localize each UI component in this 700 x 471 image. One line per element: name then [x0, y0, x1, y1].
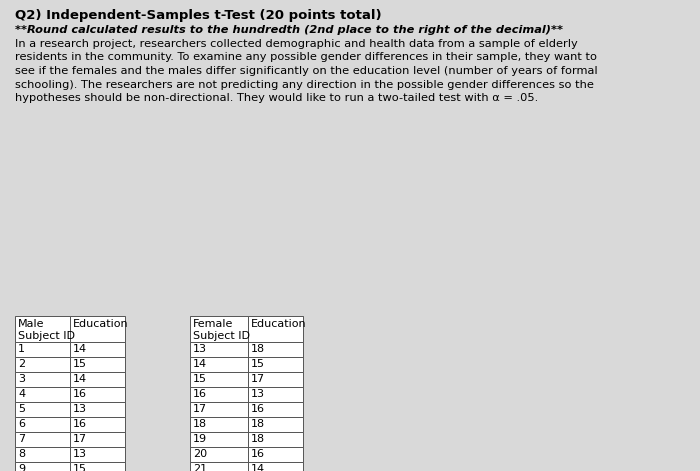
Text: 14: 14	[251, 464, 265, 471]
Bar	[70, 316, 125, 342]
Bar	[15, 316, 70, 342]
Text: 14: 14	[73, 374, 87, 384]
Text: 6: 6	[18, 419, 25, 429]
Bar	[15, 342, 70, 357]
Text: Education: Education	[251, 319, 307, 329]
Bar	[15, 432, 70, 447]
Bar	[70, 387, 125, 402]
Bar	[190, 316, 248, 342]
Text: 14: 14	[193, 359, 207, 369]
Bar	[190, 462, 248, 471]
Bar	[70, 462, 125, 471]
Text: 18: 18	[251, 344, 265, 354]
Text: 18: 18	[193, 419, 207, 429]
Text: see if the females and the males differ significantly on the education level (nu: see if the females and the males differ …	[15, 66, 598, 76]
Bar	[190, 402, 248, 417]
Bar	[248, 342, 303, 357]
Bar	[248, 402, 303, 417]
Text: 4: 4	[18, 389, 25, 399]
Text: 21: 21	[193, 464, 207, 471]
Bar	[15, 387, 70, 402]
Bar	[15, 357, 70, 372]
Text: 15: 15	[193, 374, 207, 384]
Bar	[70, 342, 125, 357]
Bar	[248, 387, 303, 402]
Text: Female
Subject ID: Female Subject ID	[193, 319, 250, 341]
Text: 13: 13	[251, 389, 265, 399]
Text: 13: 13	[73, 449, 87, 459]
Text: 16: 16	[193, 389, 207, 399]
Text: 17: 17	[73, 434, 87, 444]
Text: Q2) Independent-Samples t-Test (20 points total): Q2) Independent-Samples t-Test (20 point…	[15, 9, 382, 22]
Bar	[190, 372, 248, 387]
Bar	[70, 372, 125, 387]
Bar	[248, 447, 303, 462]
Bar	[190, 447, 248, 462]
Text: 16: 16	[73, 419, 87, 429]
Text: residents in the community. To examine any possible gender differences in their : residents in the community. To examine a…	[15, 52, 597, 63]
Text: 13: 13	[193, 344, 207, 354]
Text: 3: 3	[18, 374, 25, 384]
Bar	[190, 342, 248, 357]
Text: 18: 18	[251, 419, 265, 429]
Text: 16: 16	[251, 404, 265, 414]
Bar	[190, 357, 248, 372]
Bar	[15, 462, 70, 471]
Text: 15: 15	[73, 464, 87, 471]
Text: Male
Subject ID: Male Subject ID	[18, 319, 75, 341]
Text: 1: 1	[18, 344, 25, 354]
Text: 8: 8	[18, 449, 25, 459]
Bar	[15, 402, 70, 417]
Bar	[248, 432, 303, 447]
Text: 20: 20	[193, 449, 207, 459]
Bar	[15, 372, 70, 387]
Bar	[190, 387, 248, 402]
Bar	[248, 372, 303, 387]
Text: 16: 16	[73, 389, 87, 399]
Bar	[190, 432, 248, 447]
Bar	[248, 462, 303, 471]
Text: Education: Education	[73, 319, 129, 329]
Text: 5: 5	[18, 404, 25, 414]
Text: schooling). The researchers are not predicting any direction in the possible gen: schooling). The researchers are not pred…	[15, 80, 594, 89]
Bar	[70, 432, 125, 447]
Text: hypotheses should be non-directional. They would like to run a two-tailed test w: hypotheses should be non-directional. Th…	[15, 93, 538, 103]
Bar	[70, 447, 125, 462]
Bar	[15, 417, 70, 432]
Bar	[70, 357, 125, 372]
Text: 17: 17	[193, 404, 207, 414]
Text: 7: 7	[18, 434, 25, 444]
Text: 15: 15	[73, 359, 87, 369]
Text: 2: 2	[18, 359, 25, 369]
Bar	[248, 316, 303, 342]
Bar	[190, 417, 248, 432]
Bar	[248, 417, 303, 432]
Text: 18: 18	[251, 434, 265, 444]
Bar	[248, 357, 303, 372]
Text: 9: 9	[18, 464, 25, 471]
Text: **Round calculated results to the hundredth (2nd place to the right of the decim: **Round calculated results to the hundre…	[15, 25, 563, 35]
Text: 13: 13	[73, 404, 87, 414]
Bar	[70, 402, 125, 417]
Text: 15: 15	[251, 359, 265, 369]
Text: 16: 16	[251, 449, 265, 459]
Text: 19: 19	[193, 434, 207, 444]
Bar	[15, 447, 70, 462]
Bar	[70, 417, 125, 432]
Text: In a research project, researchers collected demographic and health data from a : In a research project, researchers colle…	[15, 39, 578, 49]
Text: 17: 17	[251, 374, 265, 384]
Text: 14: 14	[73, 344, 87, 354]
